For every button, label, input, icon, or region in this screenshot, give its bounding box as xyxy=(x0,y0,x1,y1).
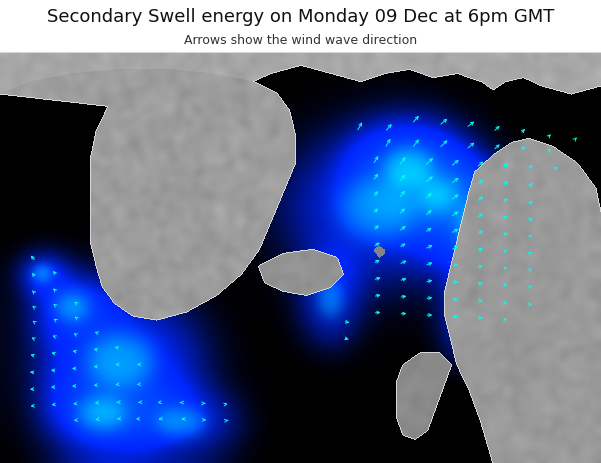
Text: Secondary Swell energy on Monday 09 Dec at 6pm GMT: Secondary Swell energy on Monday 09 Dec … xyxy=(47,8,554,25)
Text: Arrows show the wind wave direction: Arrows show the wind wave direction xyxy=(184,34,417,47)
